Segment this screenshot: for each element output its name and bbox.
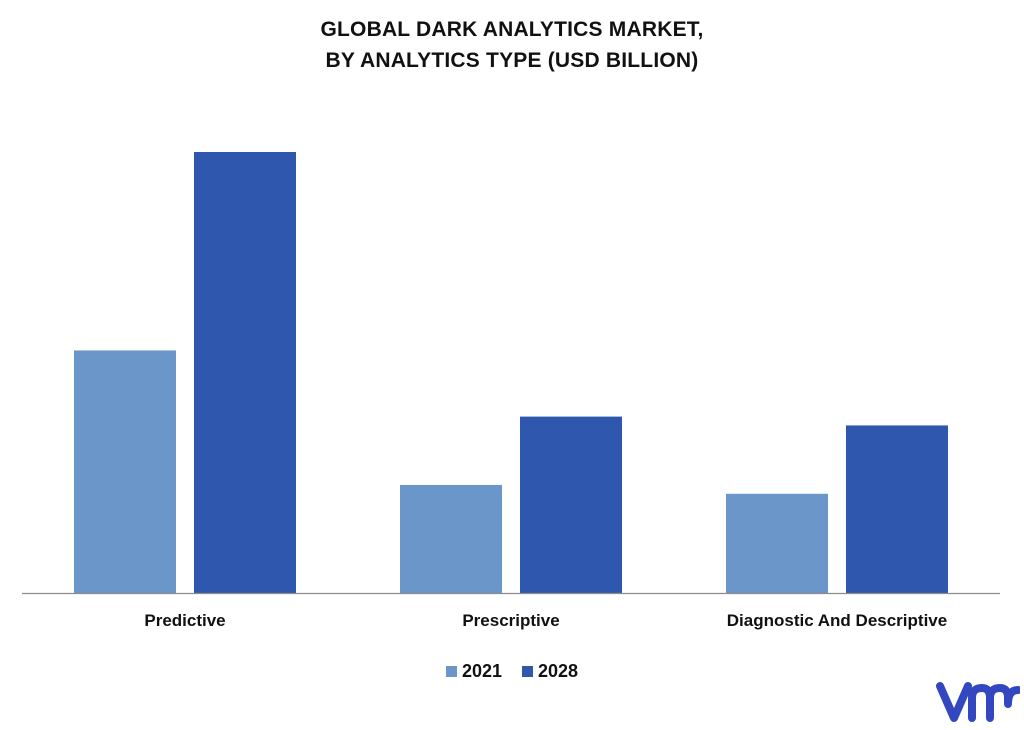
x-tick-label: Diagnostic And Descriptive <box>727 611 947 630</box>
legend-label-2021: 2021 <box>461 661 502 681</box>
bar-2021-predictive <box>74 350 176 593</box>
chart-title-line-1: GLOBAL DARK ANALYTICS MARKET, <box>320 18 704 41</box>
bar-2028-prescriptive <box>520 416 622 593</box>
chart-title: GLOBAL DARK ANALYTICS MARKET, BY ANALYTI… <box>0 14 1024 76</box>
legend-swatch-2021 <box>445 666 457 677</box>
bar-2021-prescriptive <box>400 484 502 593</box>
legend-swatch-2028 <box>522 666 533 677</box>
vmr-logo-icon <box>936 682 1020 722</box>
bar-2021-diagnostic-and-descriptive <box>726 493 828 593</box>
x-tick-label: Predictive <box>144 611 225 630</box>
bar-2028-predictive <box>194 152 296 593</box>
chart-title-line-2: BY ANALYTICS TYPE (USD BILLION) <box>325 49 699 72</box>
legend-label-2028: 2028 <box>538 661 579 681</box>
legend-item-2028: 2028 <box>522 661 578 682</box>
x-tick-label: Prescriptive <box>462 611 559 630</box>
bar-2028-diagnostic-and-descriptive <box>846 425 948 593</box>
chart-legend: 2021 2028 <box>0 661 1024 682</box>
legend-item-2021: 2021 <box>445 661 502 682</box>
